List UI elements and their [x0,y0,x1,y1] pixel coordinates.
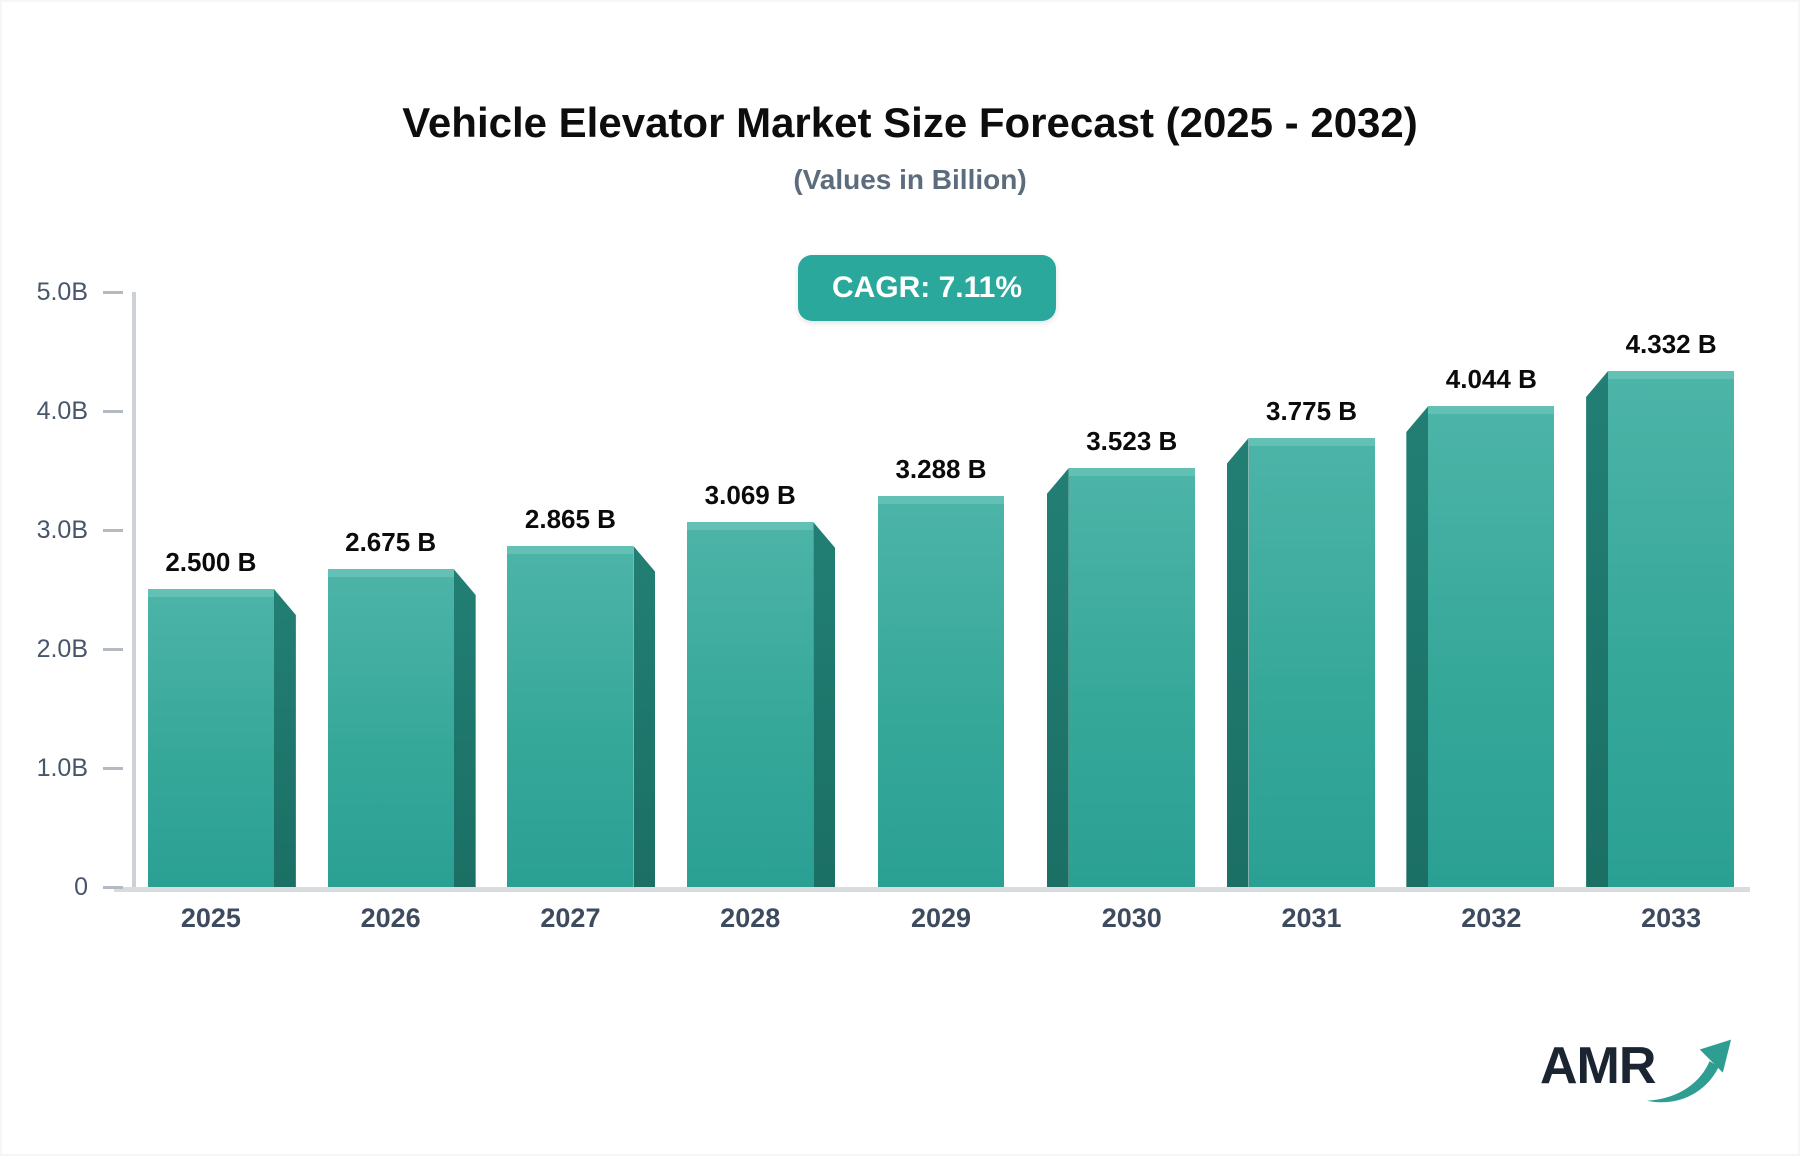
bar-value-label: 4.332 B [1625,329,1717,359]
bar-front-face [147,589,274,887]
bar-value-label: 2.865 B [524,504,616,534]
x-axis-label-2028: 2028 [720,903,781,933]
x-axis-label-2032: 2032 [1461,903,1522,933]
x-axis-label-2029: 2029 [910,903,972,933]
bar-top-highlight [507,546,634,554]
cagr-badge: CAGR: 7.11% [798,255,1056,321]
bar-value-label: 3.523 B [1086,426,1178,456]
y-axis-tick-label: 4.0B [36,397,88,425]
bar-side-face [633,546,656,887]
bar-front-face [1068,468,1195,887]
bar-value-label: 3.069 B [704,480,796,510]
bar-top-highlight [1428,406,1555,414]
y-axis-tick-label: 1.0B [36,754,88,782]
bar-front-face [1248,438,1375,887]
bar-top-highlight [1248,438,1375,446]
x-axis-label-2025: 2025 [180,903,241,933]
bar-side-face [453,569,476,887]
bar-top-highlight [687,522,814,530]
x-axis-label-2031: 2031 [1281,903,1342,933]
x-axis-label-2026: 2026 [360,903,421,933]
bar-top-highlight [147,589,274,597]
bar-top-highlight [878,496,1004,504]
bar-top-highlight [1068,468,1195,476]
x-axis-line [114,887,1750,892]
bar-side-face [813,522,836,887]
bar-front-face [1608,371,1735,887]
y-axis-tick-mark [103,410,123,413]
bar-side-face [1046,468,1069,887]
bar-top-highlight [327,569,454,577]
x-axis-label-2033: 2033 [1641,903,1702,933]
bar-front-face [1428,406,1555,887]
y-axis-tick-mark [103,767,123,770]
chart-title: Vehicle Elevator Market Size Forecast (2… [402,99,1418,146]
y-axis-tick-mark [103,529,123,532]
bar-value-label: 3.775 B [1266,396,1358,426]
y-axis-tick-label: 5.0B [36,278,88,306]
y-axis-line [132,292,136,889]
bar-value-label: 4.044 B [1445,364,1537,394]
y-axis-tick-mark [103,886,123,889]
bar-side-face [1406,406,1429,887]
bar-side-face [1586,371,1609,887]
brand-logo: AMR [1540,1037,1735,1104]
bar-front-face [507,546,634,887]
y-axis-tick-label: 2.0B [36,635,88,663]
y-axis-tick-mark [103,648,123,651]
brand-logo-text: AMR [1540,1037,1656,1095]
y-axis-tick-mark [103,291,123,294]
bar-top-highlight [1608,371,1735,379]
chart-subtitle: (Values in Billion) [793,164,1027,195]
bar-value-label: 3.288 B [895,454,987,484]
cagr-badge-label: CAGR: 7.11% [831,271,1023,304]
x-axis-label-2030: 2030 [1101,903,1162,933]
bar-value-label: 2.500 B [165,547,257,577]
bar-value-label: 2.675 B [345,527,437,557]
bar-front-face [327,569,454,887]
y-axis-tick-label: 0 [74,873,88,901]
bar-side-face [1226,438,1249,887]
y-axis-tick-label: 3.0B [36,516,88,544]
bar-side-face [273,589,296,887]
bar-front-face [687,522,814,887]
bar-front-face [878,496,1004,887]
trend-up-arrow-icon [1647,1039,1732,1103]
x-axis-label-2027: 2027 [540,903,601,933]
